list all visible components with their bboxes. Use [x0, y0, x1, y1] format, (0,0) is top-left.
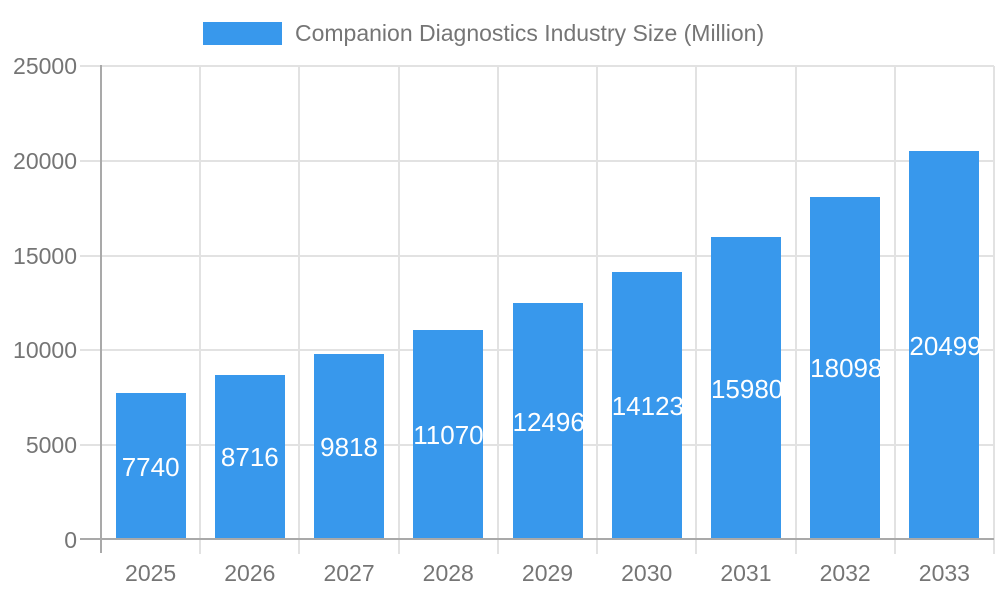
bar-value-label: 12496	[512, 406, 585, 437]
bar-value-label: 11070	[413, 420, 484, 451]
v-gridline	[199, 66, 201, 554]
bar-value-label: 9818	[320, 431, 378, 462]
v-gridline	[894, 66, 896, 554]
y-axis-tick-label: 5000	[25, 432, 77, 459]
x-axis-tick-label: 2028	[422, 560, 474, 586]
bar-2032[interactable]	[810, 196, 881, 540]
bar-value-label: 14123	[611, 391, 685, 422]
bar-value-label: 8716	[220, 442, 279, 473]
y-axis-tick-label: 20000	[13, 147, 77, 174]
v-gridline	[695, 66, 697, 554]
x-axis-tick-label: 2030	[621, 560, 673, 586]
bar-2031[interactable]	[710, 237, 781, 540]
bar-2028[interactable]	[413, 330, 484, 540]
x-axis-tick-label: 2025	[125, 560, 177, 586]
v-gridline	[795, 66, 797, 554]
bar-2025[interactable]	[115, 393, 186, 540]
legend-label: Companion Diagnostics Industry Size (Mil…	[295, 20, 765, 46]
bar-value-label: 18098	[810, 353, 883, 384]
h-gridline	[80, 65, 994, 67]
v-gridline	[993, 66, 995, 554]
bar-value-label: 7740	[121, 451, 180, 482]
x-axis-tick-label: 2032	[819, 560, 871, 586]
bar-value-label: 15980	[710, 373, 784, 404]
y-axis-line	[100, 65, 102, 553]
legend-swatch	[203, 22, 282, 45]
legend-item[interactable]: Companion Diagnostics Industry Size (Mil…	[203, 20, 764, 47]
x-axis-tick-label: 2027	[323, 560, 375, 586]
x-axis-line	[80, 538, 994, 540]
x-axis-tick-label: 2031	[720, 560, 772, 586]
plot-area: 7740 2025 8716 2026 9818 2027 11070 2028 12496 20…	[80, 65, 995, 586]
h-gridline	[80, 254, 994, 257]
x-axis-tick-label: 2026	[224, 560, 276, 586]
y-axis-tick-label: 10000	[13, 337, 77, 364]
bar-value-label: 20499	[909, 330, 982, 361]
x-axis-tick-label: 2033	[918, 560, 970, 586]
bar-2027[interactable]	[314, 353, 385, 540]
y-axis-tick-label: 25000	[13, 53, 77, 79]
y-axis-tick-label: 15000	[13, 242, 77, 269]
bar-2026[interactable]	[214, 374, 285, 540]
y-axis-tick-label: 0	[64, 527, 77, 553]
bar-2033[interactable]	[909, 151, 980, 540]
v-gridline	[298, 66, 300, 554]
h-gridline	[80, 159, 994, 162]
bar-2029[interactable]	[512, 303, 583, 540]
v-gridline	[497, 66, 499, 554]
bar-2030[interactable]	[611, 272, 682, 540]
x-axis-tick-label: 2029	[521, 560, 574, 586]
v-gridline	[596, 66, 598, 554]
v-gridline	[398, 66, 400, 554]
